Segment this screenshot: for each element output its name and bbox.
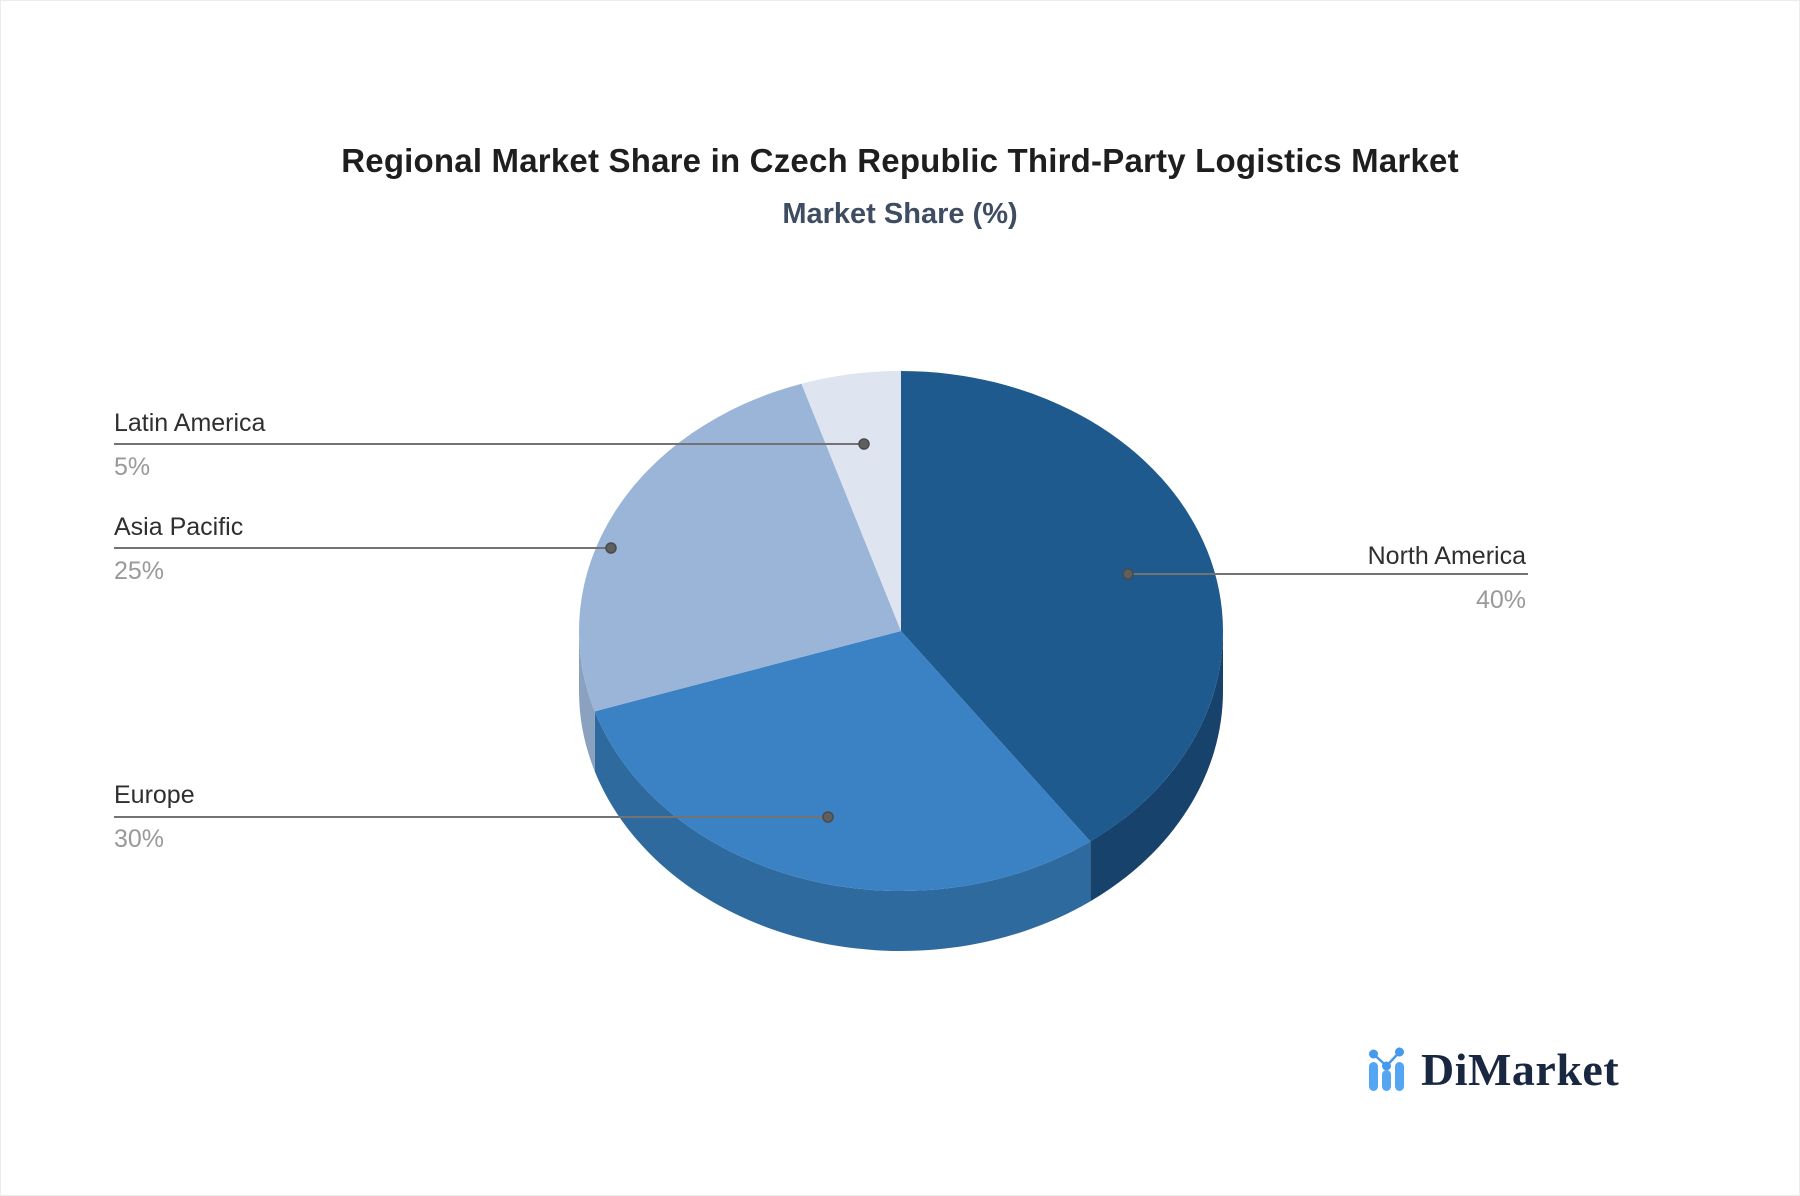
slice-value: 5% [114, 453, 151, 481]
pie-slice-side-europe [594, 711, 1091, 951]
brand-logo: DiMarket [1368, 1041, 1619, 1093]
leader-dot-europe [822, 811, 834, 823]
pie-slice-asia-pacific[interactable] [579, 383, 901, 712]
slice-name: Asia Pacific [114, 513, 244, 541]
slice-value: 40% [1475, 586, 1526, 614]
leader-dot-north-america [1122, 568, 1134, 580]
slice-label-asia-pacific: Asia Pacific 25% [114, 512, 243, 586]
pie-slice-latin-america[interactable] [801, 371, 901, 631]
pie-slice-north-america[interactable] [901, 371, 1224, 842]
slice-name: North America [1367, 542, 1526, 570]
slice-value: 30% [114, 825, 165, 853]
brand-name: DiMarket [1421, 1044, 1620, 1095]
slice-label-north-america: North America 40% [1368, 541, 1526, 615]
chart-subtitle: Market Share (%) [782, 198, 1018, 230]
slice-label-europe: Europe 30% [114, 780, 195, 854]
pie-slice-europe[interactable] [594, 631, 1091, 891]
slice-name: Europe [114, 781, 195, 809]
leader-dot-asia-pacific [605, 542, 617, 554]
brand-chart-icon [1369, 1047, 1404, 1091]
slice-name: Latin America [114, 409, 266, 437]
slice-label-latin-america: Latin America 5% [114, 408, 265, 482]
pie-slice-side-asia-pacific [579, 631, 595, 772]
pie-slice-side-north-america [1090, 631, 1223, 902]
chart-title: Regional Market Share in Czech Republic … [341, 142, 1459, 179]
leader-dot-latin-america [858, 438, 870, 450]
slice-value: 25% [114, 557, 165, 585]
